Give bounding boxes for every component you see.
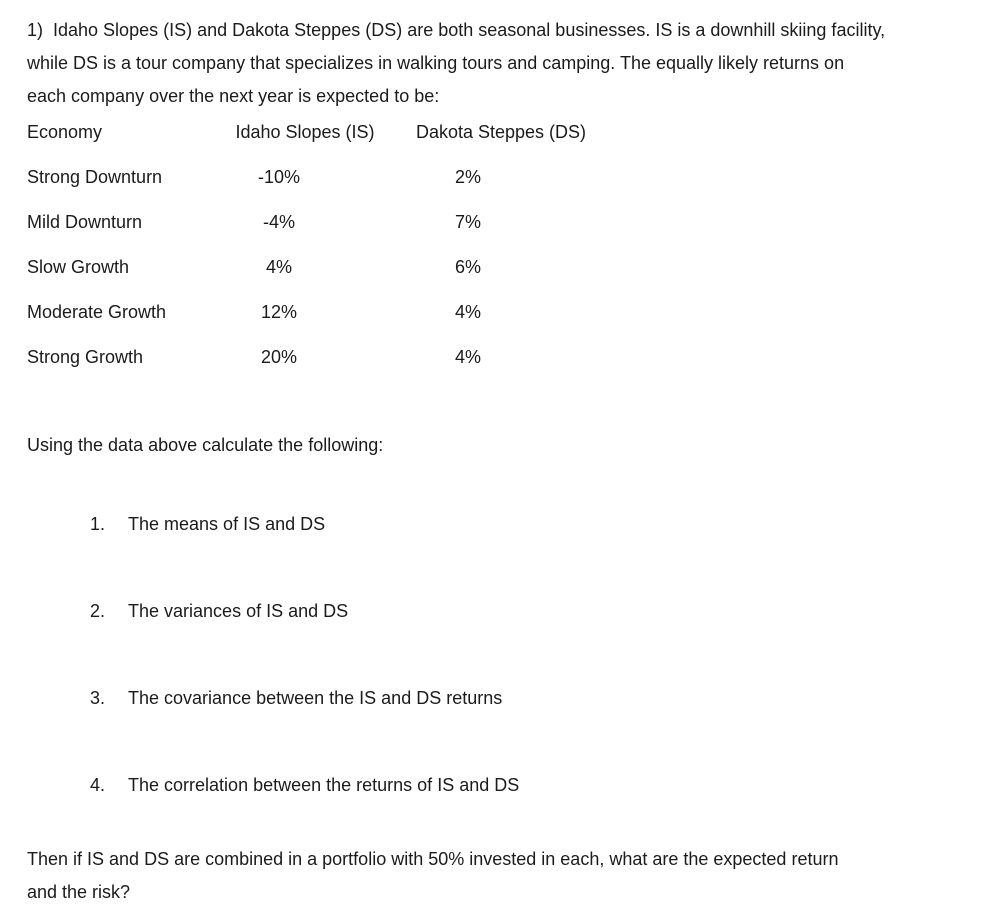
- is-return-cell: -10%: [257, 167, 301, 187]
- table-row: Strong Growth 20% 4%: [27, 345, 988, 390]
- numbered-list: 1. The means of IS and DS 2. The variances…: [0, 481, 988, 829]
- economy-cell: Strong Growth: [27, 347, 144, 367]
- instructions-lead: Using the data above calculate the follo…: [27, 435, 384, 455]
- ds-return-cell: 4%: [454, 302, 481, 322]
- list-item: 1. The means of IS and DS: [60, 481, 988, 568]
- problem-statement-line: 1) Idaho Slopes (IS) and Dakota Steppes …: [27, 20, 886, 40]
- list-item-text: The correlation between the returns of I…: [128, 775, 520, 795]
- problem-statement-line: while DS is a tour company that speciali…: [27, 53, 845, 73]
- list-item-text: The variances of IS and DS: [128, 601, 349, 621]
- list-item: 2. The variances of IS and DS: [60, 568, 988, 655]
- table-row: Slow Growth 4% 6%: [27, 255, 988, 300]
- ds-return-cell: 6%: [454, 257, 481, 277]
- table-row: Mild Downturn -4% 7%: [27, 210, 988, 255]
- table-row: Moderate Growth 12% 4%: [27, 300, 988, 345]
- economy-cell: Mild Downturn: [27, 212, 143, 232]
- returns-table: Economy Idaho Slopes (IS) Dakota Steppes…: [0, 120, 988, 390]
- economy-cell: Moderate Growth: [27, 302, 167, 322]
- list-item-text: The covariance between the IS and DS ret…: [128, 688, 503, 708]
- list-item-number: 4.: [90, 775, 106, 795]
- is-return-cell: 4%: [265, 257, 292, 277]
- list-item-number: 2.: [90, 601, 106, 621]
- closing-paragraph-line: and the risk?: [27, 882, 131, 902]
- problem-statement-line: each company over the next year is expec…: [27, 86, 440, 106]
- list-item-text: The means of IS and DS: [128, 514, 326, 534]
- economy-cell: Strong Downturn: [27, 167, 163, 187]
- table-header-row: Economy Idaho Slopes (IS) Dakota Steppes…: [27, 120, 988, 165]
- list-item: 4. The correlation between the returns of…: [60, 742, 988, 829]
- column-header-idaho-slopes: Idaho Slopes (IS): [235, 122, 375, 142]
- list-item-number: 3.: [90, 688, 106, 708]
- ds-return-cell: 4%: [454, 347, 481, 367]
- ds-return-cell: 2%: [454, 167, 481, 187]
- is-return-cell: 20%: [260, 347, 298, 367]
- closing-paragraph: Then if IS and DS are combined in a port…: [0, 843, 988, 909]
- column-header-economy: Economy: [27, 122, 103, 142]
- table-row: Strong Downturn -10% 2%: [27, 165, 988, 210]
- column-header-dakota-steppes: Dakota Steppes (DS): [415, 122, 587, 142]
- list-item: 3. The covariance between the IS and DS r…: [60, 655, 988, 742]
- is-return-cell: 12%: [260, 302, 298, 322]
- economy-cell: Slow Growth: [27, 257, 130, 277]
- list-item-number: 1.: [90, 514, 106, 534]
- is-return-cell: -4%: [262, 212, 295, 232]
- problem-statement: 1) Idaho Slopes (IS) and Dakota Steppes …: [0, 0, 988, 113]
- closing-paragraph-line: Then if IS and DS are combined in a port…: [27, 849, 839, 869]
- ds-return-cell: 7%: [454, 212, 481, 232]
